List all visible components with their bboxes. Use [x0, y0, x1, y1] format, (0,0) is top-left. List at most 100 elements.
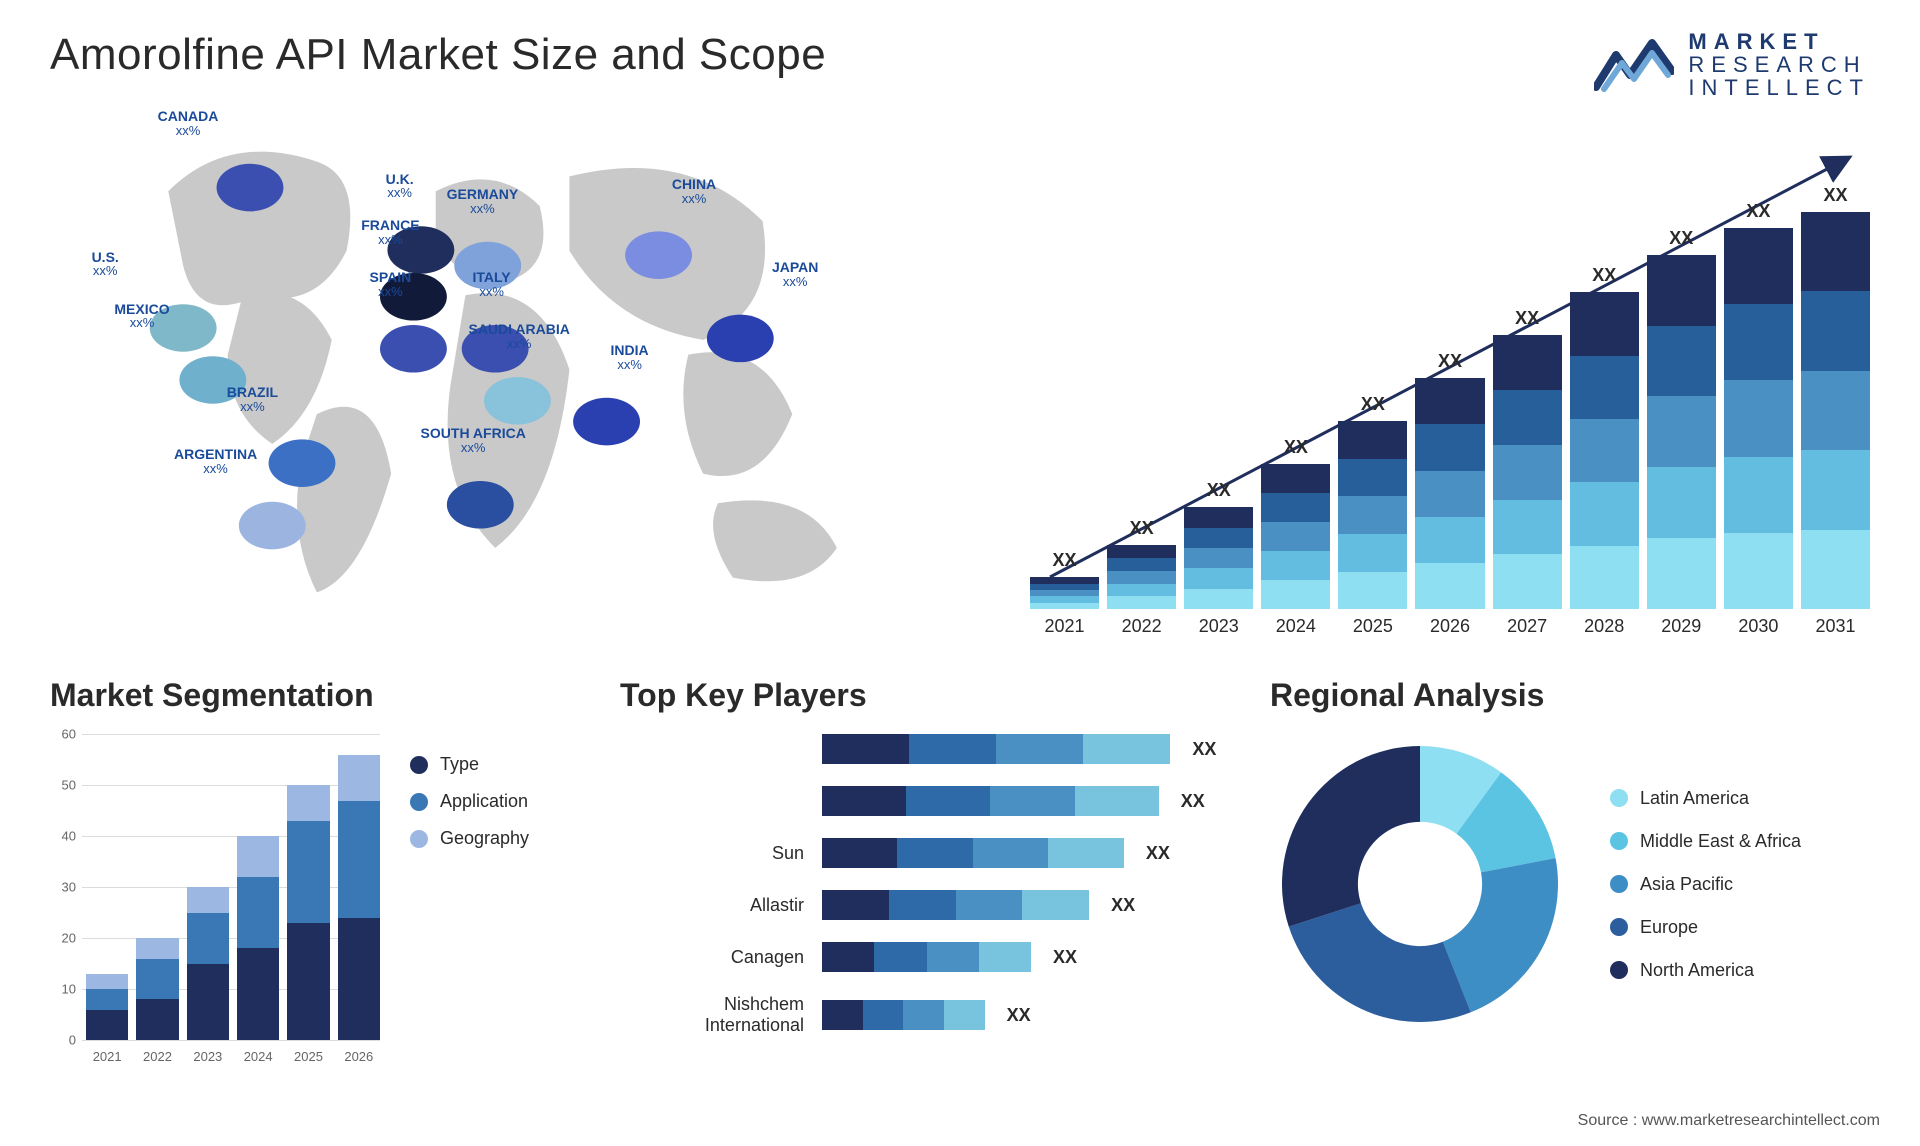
y-tick-label: 60: [50, 727, 76, 742]
y-tick-label: 20: [50, 931, 76, 946]
players-chart: XXXXSunXXAllastirXXCanagenXXNishchem Int…: [620, 734, 1220, 1074]
regional-title: Regional Analysis: [1270, 677, 1870, 714]
legend-label: Geography: [440, 828, 529, 849]
y-tick-label: 40: [50, 829, 76, 844]
legend-swatch-icon: [1610, 832, 1628, 850]
forecast-bar-segment: [1647, 396, 1716, 467]
map-country-shape: [454, 242, 521, 290]
map-country-shape: [707, 315, 774, 363]
forecast-year-label: 2022: [1107, 616, 1176, 637]
forecast-bar-segment: [1107, 571, 1176, 584]
forecast-bar-segment: [1107, 558, 1176, 571]
forecast-bar-segment: [1107, 596, 1176, 609]
player-bar: [822, 786, 1159, 816]
map-country-shape: [380, 325, 447, 373]
forecast-bar-segment: [1493, 500, 1562, 555]
player-row: Nishchem International XX: [620, 994, 1220, 1036]
forecast-bar-segment: [1415, 424, 1484, 470]
player-bar-segment: [944, 1000, 985, 1030]
forecast-bar: XX: [1724, 201, 1793, 610]
logo-line3: INTELLECT: [1688, 76, 1870, 99]
forecast-bar-segment: [1338, 572, 1407, 610]
forecast-bar-segment: [1724, 380, 1793, 456]
player-bar-segment: [979, 942, 1031, 972]
forecast-bar-value: XX: [1207, 480, 1231, 501]
logo-mark-icon: [1594, 37, 1674, 93]
segmentation-bar-segment: [338, 918, 380, 1040]
legend-label: Asia Pacific: [1640, 874, 1733, 895]
forecast-bar: XX: [1261, 437, 1330, 609]
forecast-year-label: 2023: [1184, 616, 1253, 637]
x-tick-label: 2026: [338, 1049, 380, 1064]
player-bar-segment: [990, 786, 1074, 816]
forecast-bar-segment: [1647, 255, 1716, 326]
segmentation-bar-segment: [287, 923, 329, 1040]
forecast-bar-segment: [1261, 551, 1330, 580]
legend-swatch-icon: [410, 830, 428, 848]
forecast-bar-value: XX: [1515, 308, 1539, 329]
player-bar-segment: [1022, 890, 1089, 920]
player-bar: [822, 1000, 985, 1030]
map-country-shape: [625, 232, 692, 280]
forecast-bar-segment: [1801, 291, 1870, 371]
forecast-year-label: 2021: [1030, 616, 1099, 637]
player-value: XX: [1007, 1005, 1031, 1026]
player-label: Canagen: [620, 947, 810, 968]
forecast-bar: XX: [1570, 265, 1639, 609]
forecast-year-label: 2026: [1415, 616, 1484, 637]
donut-slice: [1282, 746, 1420, 927]
forecast-bar: XX: [1338, 394, 1407, 609]
forecast-year-label: 2025: [1338, 616, 1407, 637]
player-row: AllastirXX: [620, 890, 1220, 920]
forecast-bar-segment: [1570, 356, 1639, 419]
segmentation-panel: Market Segmentation 01020304050602021202…: [50, 677, 570, 1126]
forecast-bar-segment: [1184, 568, 1253, 588]
forecast-bar-segment: [1338, 421, 1407, 459]
segmentation-bar-segment: [136, 999, 178, 1040]
segmentation-bar: [86, 974, 128, 1040]
player-label: Nishchem International: [620, 994, 810, 1036]
player-bar-segment: [1048, 838, 1123, 868]
x-tick-label: 2022: [136, 1049, 178, 1064]
donut-slice: [1289, 903, 1471, 1022]
segmentation-bar-segment: [287, 785, 329, 821]
forecast-bar-value: XX: [1053, 550, 1077, 571]
segmentation-bar: [136, 938, 178, 1040]
forecast-bar-segment: [1493, 445, 1562, 500]
legend-item: Application: [410, 791, 529, 812]
forecast-bar-segment: [1724, 304, 1793, 380]
forecast-bar-segment: [1493, 390, 1562, 445]
player-row: SunXX: [620, 838, 1220, 868]
map-country-shape: [269, 440, 336, 488]
legend-swatch-icon: [410, 793, 428, 811]
y-tick-label: 50: [50, 778, 76, 793]
forecast-bar-segment: [1184, 548, 1253, 568]
player-bar-segment: [822, 890, 889, 920]
forecast-bar-segment: [1801, 450, 1870, 530]
legend-label: North America: [1640, 960, 1754, 981]
segmentation-bar-segment: [86, 974, 128, 989]
forecast-bar-segment: [1030, 603, 1099, 609]
forecast-bar-segment: [1801, 212, 1870, 292]
map-country-shape: [573, 398, 640, 446]
legend-item: Asia Pacific: [1610, 874, 1801, 895]
forecast-year-label: 2030: [1724, 616, 1793, 637]
segmentation-bar: [187, 887, 229, 1040]
page-title: Amorolfine API Market Size and Scope: [50, 30, 826, 80]
player-bar-segment: [822, 786, 906, 816]
player-label: Sun: [620, 843, 810, 864]
legend-label: Latin America: [1640, 788, 1749, 809]
forecast-bar: XX: [1801, 185, 1870, 610]
forecast-year-label: 2027: [1493, 616, 1562, 637]
forecast-bar-segment: [1724, 457, 1793, 533]
forecast-bar-segment: [1570, 546, 1639, 609]
world-map-panel: CANADAxx%U.S.xx%MEXICOxx%BRAZILxx%ARGENT…: [50, 117, 970, 637]
logo-line2: RESEARCH: [1688, 53, 1870, 76]
forecast-bar-segment: [1415, 517, 1484, 563]
forecast-bar-segment: [1338, 496, 1407, 534]
forecast-bar-segment: [1415, 471, 1484, 517]
map-country-shape: [380, 273, 447, 321]
forecast-bar-segment: [1184, 507, 1253, 527]
forecast-bar: XX: [1493, 308, 1562, 609]
forecast-bar-segment: [1338, 459, 1407, 497]
